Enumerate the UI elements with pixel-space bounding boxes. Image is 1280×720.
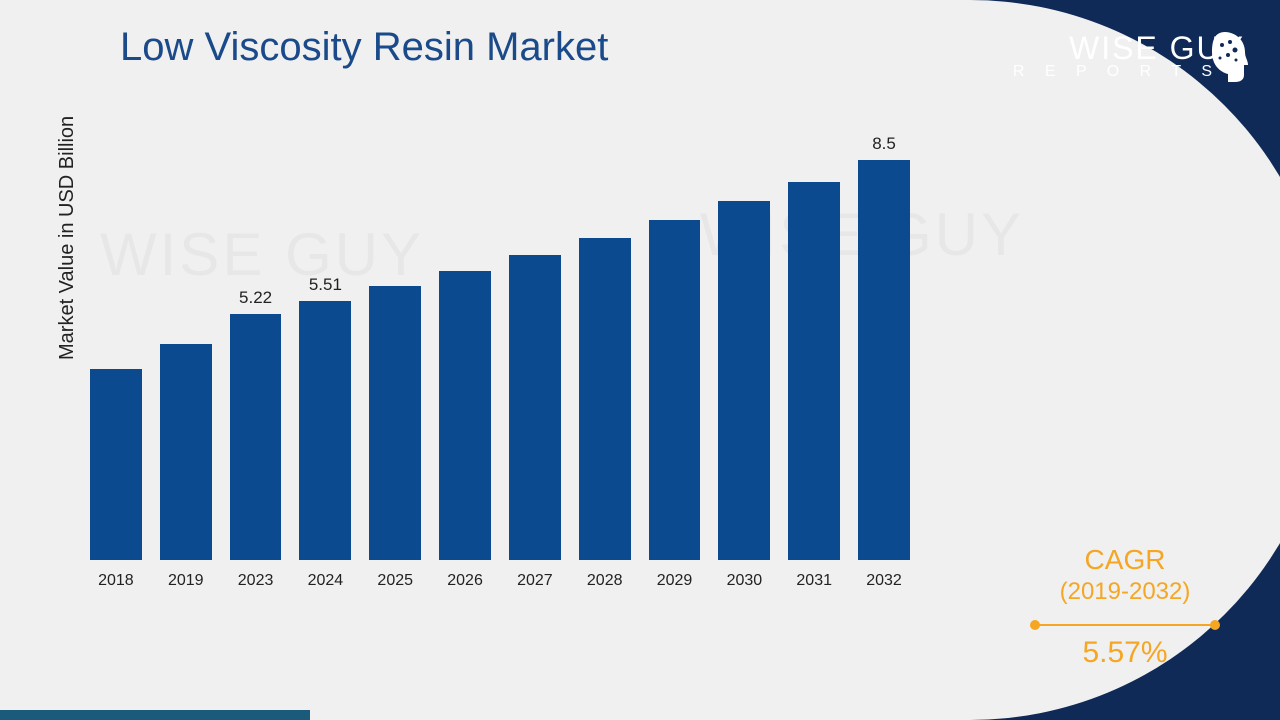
bar [90,369,142,560]
bar-wrap [90,369,142,560]
bar [509,255,561,560]
y-axis-label: Market Value in USD Billion [56,116,79,360]
cagr-range: (2019-2032) [1010,578,1240,606]
bottom-accent-bar [0,710,310,720]
cagr-value: 5.57% [1010,636,1240,670]
cagr-block: CAGR (2019-2032) 5.57% [1010,544,1240,670]
x-tick-label: 2019 [160,572,212,590]
page-root: Low Viscosity Resin Market WISE GUY R E … [0,0,1280,720]
cagr-title: CAGR [1010,544,1240,576]
cagr-divider [1035,624,1215,626]
bar [718,201,770,560]
bar-wrap [718,201,770,560]
bar-wrap [649,220,701,560]
bar-wrap [160,344,212,560]
bar [369,286,421,560]
x-tick-label: 2018 [90,572,142,590]
x-axis-labels: 2018 2019 2023 2024 2025 2026 2027 2028 2029 2030… [90,572,910,590]
bar [649,220,701,560]
bar-value-label: 8.5 [872,134,896,154]
bar-wrap [509,255,561,560]
x-tick-label: 2031 [788,572,840,590]
bar [788,182,840,560]
bar [858,160,910,560]
bars-container: 5.22 5.51 8.5 [90,160,910,560]
bar-wrap: 5.51 [299,301,351,560]
x-tick-label: 2025 [369,572,421,590]
head-icon [1200,30,1250,85]
bar-wrap [439,271,491,560]
bar [230,314,282,560]
bar-wrap: 8.5 [858,160,910,560]
page-title: Low Viscosity Resin Market [120,25,608,70]
x-tick-label: 2032 [858,572,910,590]
bar [160,344,212,560]
bar [439,271,491,560]
bar [579,238,631,560]
bar-chart: 5.22 5.51 8.5 2018 2019 2023 2024 2025 2026 2027… [90,160,910,590]
bar-wrap [369,286,421,560]
brand-logo: WISE GUY R E P O R T S [1013,30,1245,81]
x-tick-label: 2024 [299,572,351,590]
bar [299,301,351,560]
bar-wrap: 5.22 [230,314,282,560]
x-tick-label: 2026 [439,572,491,590]
bar-value-label: 5.22 [239,288,272,308]
x-tick-label: 2028 [579,572,631,590]
x-tick-label: 2027 [509,572,561,590]
bar-wrap [788,182,840,560]
x-tick-label: 2023 [230,572,282,590]
bar-value-label: 5.51 [309,275,342,295]
x-tick-label: 2030 [718,572,770,590]
x-tick-label: 2029 [649,572,701,590]
bar-wrap [579,238,631,560]
